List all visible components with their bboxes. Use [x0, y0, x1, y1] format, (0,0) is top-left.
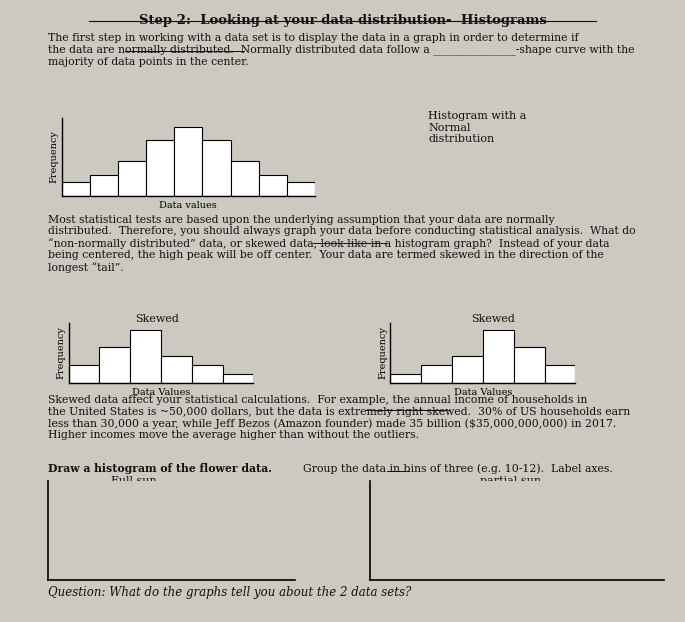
Y-axis label: Frequency: Frequency: [50, 131, 59, 183]
Bar: [287, 182, 315, 196]
X-axis label: Data Values: Data Values: [132, 388, 190, 397]
Bar: [161, 356, 192, 383]
Text: Full sun: Full sun: [111, 476, 156, 486]
Text: The first step in working with a data set is to display the data in a graph in o: The first step in working with a data se…: [48, 33, 634, 67]
Text: Draw a histogram of the flower data.: Draw a histogram of the flower data.: [48, 463, 272, 475]
Text: Most statistical tests are based upon the underlying assumption that your data a: Most statistical tests are based upon th…: [48, 215, 636, 273]
Text: Skewed
Right: Skewed Right: [136, 314, 179, 336]
Bar: [259, 175, 287, 196]
Y-axis label: Frequency: Frequency: [57, 327, 66, 379]
Bar: [421, 365, 452, 383]
Bar: [118, 161, 146, 196]
Y-axis label: Frequency: Frequency: [379, 327, 388, 379]
Bar: [390, 374, 421, 383]
Text: Skewed
Left: Skewed Left: [471, 314, 515, 336]
Text: Question: What do the graphs tell you about the 2 data sets?: Question: What do the graphs tell you ab…: [48, 586, 411, 599]
Bar: [203, 141, 231, 196]
Bar: [68, 365, 99, 383]
Text: Skewed data affect your statistical calculations.  For example, the annual incom: Skewed data affect your statistical calc…: [48, 395, 630, 440]
Bar: [545, 365, 575, 383]
Bar: [514, 347, 545, 383]
Bar: [62, 182, 90, 196]
Bar: [130, 330, 161, 383]
Bar: [146, 141, 174, 196]
Text: Group the data in bins of three (e.g. 10-12).  Label axes.: Group the data in bins of three (e.g. 10…: [296, 463, 612, 474]
Bar: [192, 365, 223, 383]
Text: partial sun: partial sun: [479, 476, 541, 486]
Bar: [223, 374, 253, 383]
X-axis label: Data values: Data values: [160, 202, 217, 210]
Bar: [174, 126, 203, 196]
Text: Step 2:  Looking at your data distribution-  Histograms: Step 2: Looking at your data distributio…: [138, 14, 547, 27]
Bar: [231, 161, 259, 196]
Bar: [483, 330, 514, 383]
Bar: [99, 347, 130, 383]
Text: Histogram with a
Normal
distribution: Histogram with a Normal distribution: [428, 111, 527, 144]
X-axis label: Data Values: Data Values: [453, 388, 512, 397]
Bar: [452, 356, 483, 383]
Bar: [90, 175, 118, 196]
